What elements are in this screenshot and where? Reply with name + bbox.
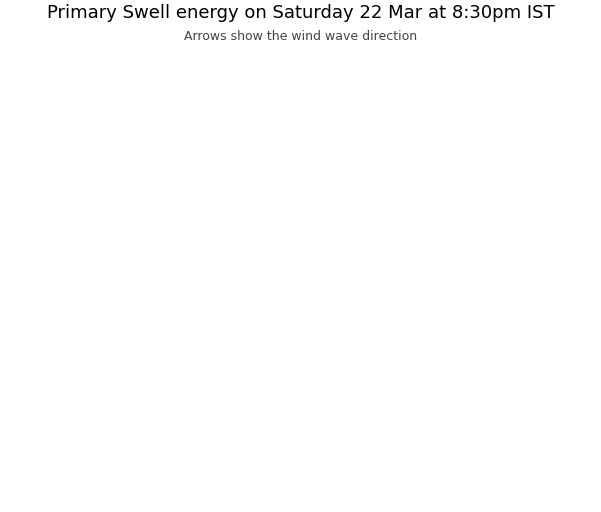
Text: Cartopy required: Cartopy required (242, 272, 359, 287)
Text: Primary Swell energy on Saturday 22 Mar at 8:30pm IST: Primary Swell energy on Saturday 22 Mar … (47, 4, 554, 22)
Text: Arrows show the wind wave direction: Arrows show the wind wave direction (184, 30, 417, 43)
